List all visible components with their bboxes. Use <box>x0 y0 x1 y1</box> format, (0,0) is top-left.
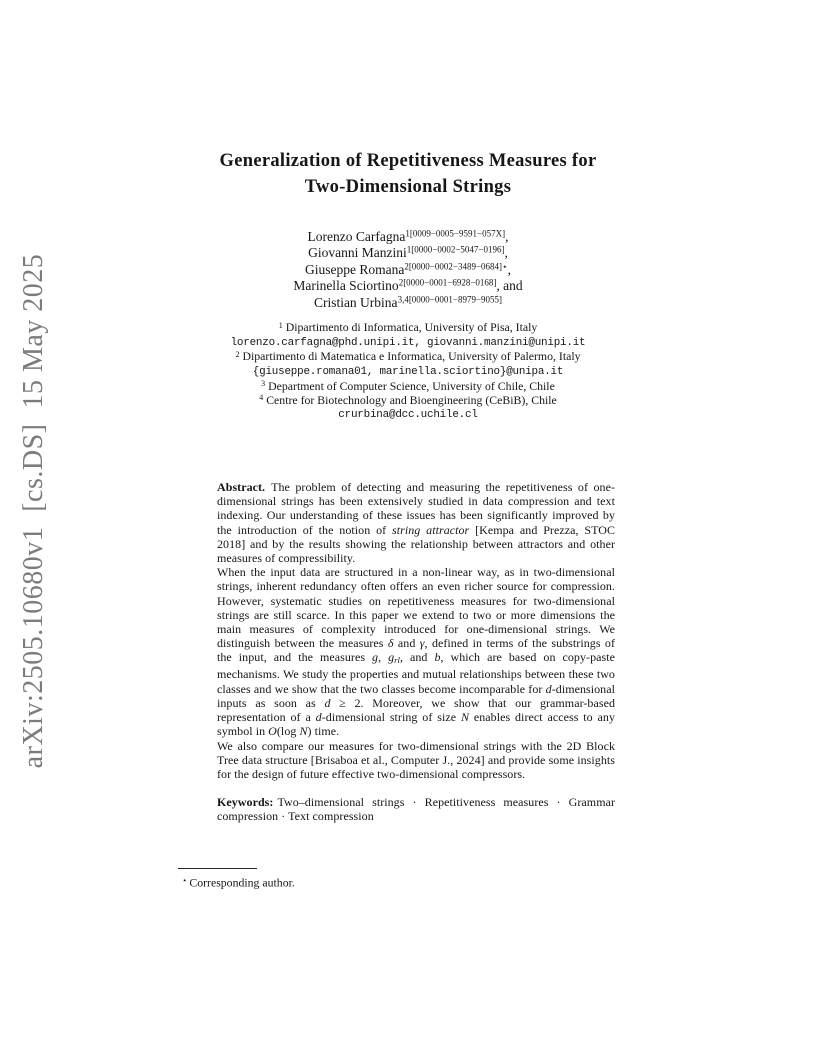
affiliation-text: Centre for Biotechnology and Bioengineer… <box>266 392 557 407</box>
footnote-label: Corresponding author. <box>189 875 295 890</box>
abstract-section: Abstract. The problem of detecting and me… <box>217 480 615 824</box>
footnote-text: ⋆ Corresponding author. <box>178 873 638 890</box>
affiliation-email: {giuseppe.romana01, marinella.sciortino}… <box>252 366 564 379</box>
abstract-paragraph-3: We also compare our measures for two-dim… <box>217 739 615 782</box>
keywords-line: Keywords: Two–dimensional strings · Repet… <box>217 795 615 824</box>
affiliation-number: 4 <box>259 393 264 403</box>
affiliation-email-line: {giuseppe.romana01, marinella.sciortino}… <box>178 364 638 380</box>
affiliation-email-line: lorenzo.carfagna@phd.unipi.it, giovanni.… <box>178 335 638 351</box>
abstract-paragraph-text: We also compare our measures for two-dim… <box>217 738 615 781</box>
title-line-2: Two-Dimensional Strings <box>304 177 512 197</box>
affiliation-line: 4 Centre for Biotechnology and Bioenginee… <box>178 392 638 408</box>
affiliation-number: 1 <box>278 320 283 330</box>
author-suffix: , <box>505 229 509 244</box>
affiliation-line: 1 Dipartimento di Informatica, University… <box>178 320 638 335</box>
author-orcid-superscript: 2[0000−0001−6928−0168] <box>398 277 497 288</box>
abstract-paragraph-text: The problem of detecting and measuring t… <box>217 479 616 565</box>
main-column: Generalization of Repetitiveness Measure… <box>178 0 638 1056</box>
author-name: Giuseppe Romana <box>304 261 405 277</box>
paper-title: Generalization of Repetitiveness Measure… <box>178 148 638 200</box>
affiliation-text: Department of Computer Science, Universi… <box>268 378 555 393</box>
author-name: Giovanni Manzini <box>308 245 407 261</box>
author-line: Giovanni Manzini1[0000−0002−5047−0196], <box>178 245 638 261</box>
author-block: Lorenzo Carfagna1[0009−0005−9591−057X] , … <box>178 229 638 311</box>
author-name: Lorenzo Carfagna <box>307 229 406 244</box>
affiliation-email-line: crurbina@dcc.uchile.cl <box>178 407 638 423</box>
author-name: Marinella Sciortino <box>293 278 399 294</box>
author-name: Cristian Urbina <box>313 294 398 310</box>
affiliation-number: 2 <box>235 349 240 359</box>
abstract-paragraph-2: When the input data are structured in a … <box>217 565 615 738</box>
footnote: ⋆ Corresponding author. <box>178 868 638 890</box>
footnote-rule <box>178 868 257 869</box>
author-orcid-superscript: 2[0000−0002−3489−0684]⋆ <box>404 261 508 272</box>
author-line: Marinella Sciortino2[0000−0001−6928−0168… <box>178 278 638 294</box>
abstract-label: Abstract. <box>217 479 266 494</box>
arxiv-watermark: arXiv:2505.10680v1 [cs.DS] 15 May 2025 <box>18 253 49 769</box>
affiliation-block: 1 Dipartimento di Informatica, University… <box>178 320 638 423</box>
author-line: Lorenzo Carfagna1[0009−0005−9591−057X], <box>178 229 638 245</box>
author-line: Cristian Urbina3,4[0000−0001−8979−9055] <box>178 295 638 311</box>
footnote-star-marker: ⋆ <box>182 875 188 885</box>
author-line: Giuseppe Romana2[0000−0002−3489−0684]⋆, <box>178 262 638 278</box>
author-suffix: , and <box>496 278 523 294</box>
abstract-paragraph-text: When the input data are structured in a … <box>217 565 615 739</box>
affiliation-number: 3 <box>261 379 266 389</box>
author-orcid-superscript: 1[0009−0005−9591−057X] <box>405 228 506 239</box>
author-suffix: , <box>504 245 508 261</box>
abstract-paragraph-1: Abstract. The problem of detecting and me… <box>217 480 615 565</box>
title-line-1: Generalization of Repetitiveness Measure… <box>219 151 597 171</box>
affiliation-text: Dipartimento di Informatica, University … <box>285 320 538 335</box>
affiliation-line: 3 Department of Computer Science, Univers… <box>178 378 638 394</box>
affiliation-line: 2 Dipartimento di Matematica e Informatic… <box>178 350 638 364</box>
author-orcid-superscript: 3,4[0000−0001−8979−9055] <box>397 294 503 305</box>
affiliation-email: crurbina@dcc.uchile.cl <box>338 409 478 422</box>
affiliation-text: Dipartimento di Matematica e Informatica… <box>242 349 581 364</box>
affiliation-email: lorenzo.carfagna@phd.unipi.it, giovanni.… <box>230 336 586 349</box>
author-suffix: , <box>507 261 512 277</box>
author-orcid-superscript: 1[0000−0002−5047−0196] <box>406 244 505 255</box>
